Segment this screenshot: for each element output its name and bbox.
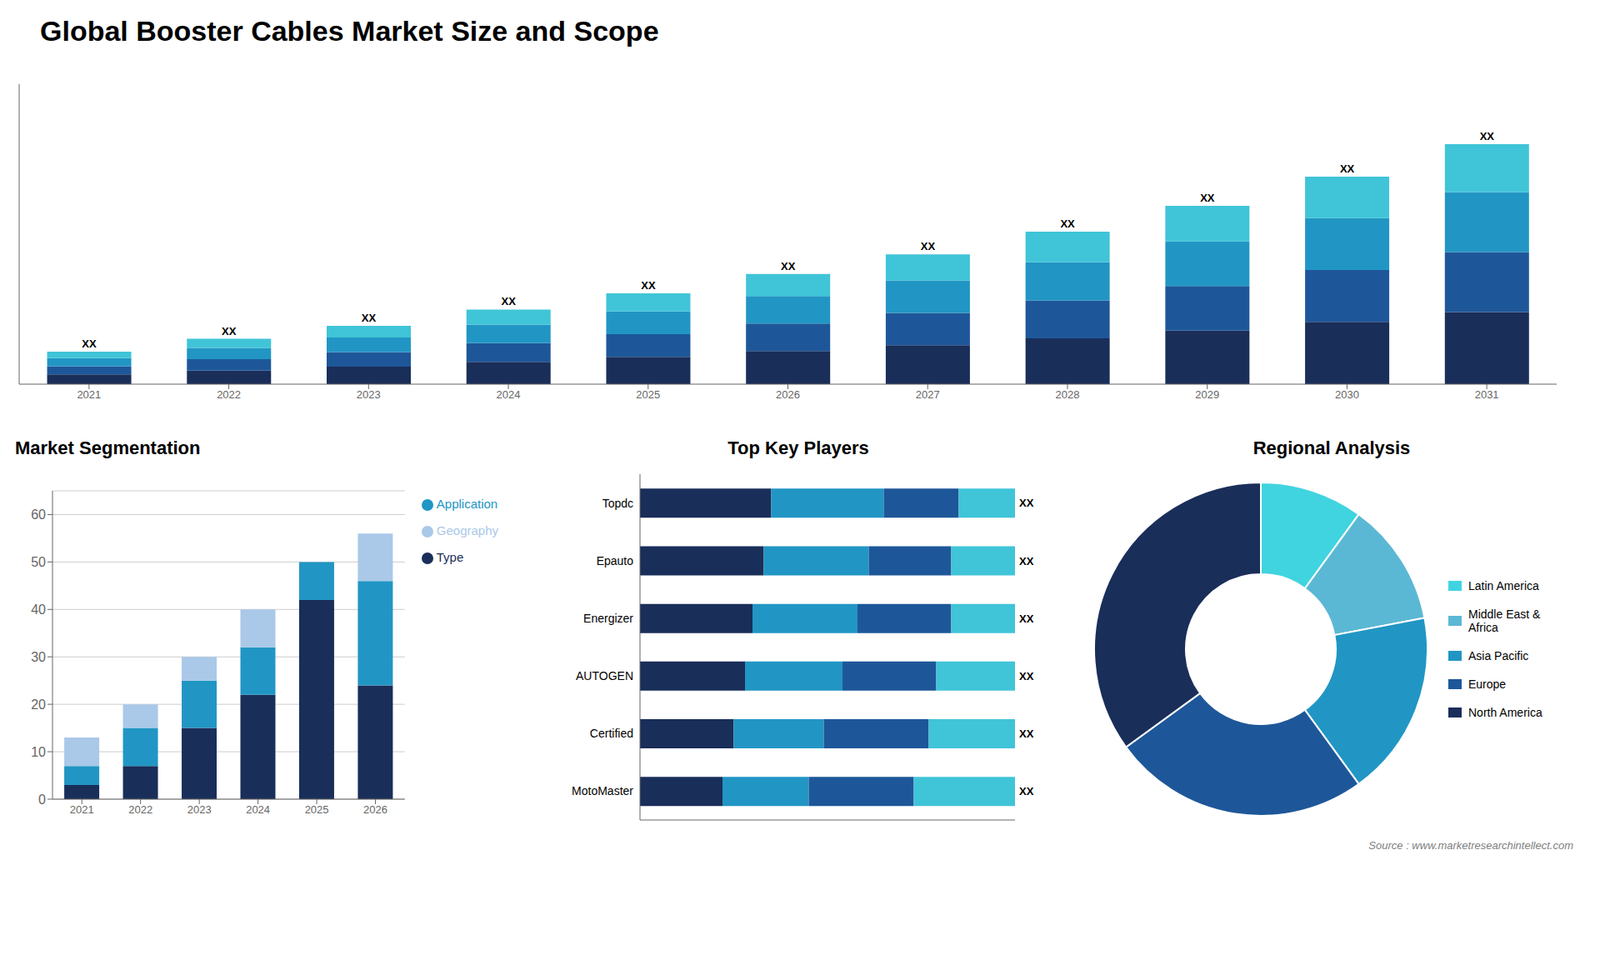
svg-text:20: 20: [30, 697, 46, 712]
html-text:Regional Analysis: Regional Analysis: [1253, 437, 1411, 459]
html-text:Source : www.marketresearchint: Source : www.marketresearchintellect.com: [1368, 839, 1574, 852]
svg-text:2023: 2023: [187, 803, 212, 816]
svg-text:XX: XX: [1060, 217, 1075, 230]
html-text:Middle East & Africa: Middle East & Africa: [1468, 607, 1541, 635]
html-text:Asia Pacific: Asia Pacific: [1468, 649, 1529, 663]
html-text:North America: North America: [1468, 705, 1543, 720]
svg-text:50: 50: [30, 555, 46, 570]
svg-text:XX: XX: [221, 325, 237, 338]
html-text:Top Key Players: Top Key Players: [727, 437, 869, 459]
svg-text:2025: 2025: [635, 388, 660, 401]
svg-text:Energizer: Energizer: [583, 611, 634, 625]
svg-text:XX: XX: [1480, 130, 1495, 143]
svg-text:Certified: Certified: [590, 726, 634, 740]
svg-text:XX: XX: [1019, 555, 1035, 568]
svg-text:2029: 2029: [1195, 388, 1220, 401]
svg-text:2028: 2028: [1055, 388, 1080, 401]
svg-text:XX: XX: [1019, 612, 1035, 625]
svg-text:XX: XX: [361, 311, 377, 325]
svg-text:2026: 2026: [775, 388, 800, 401]
svg-text:0: 0: [38, 792, 46, 807]
html-text:Global Booster Cables Market S: Global Booster Cables Market Size and Sc…: [40, 15, 659, 47]
svg-text:XX: XX: [1019, 785, 1035, 798]
svg-text:XX: XX: [81, 337, 97, 350]
html-text:Market Segmentation: Market Segmentation: [15, 437, 201, 459]
svg-text:XX: XX: [501, 295, 517, 308]
svg-text:MotoMaster: MotoMaster: [571, 784, 634, 798]
svg-text:XX: XX: [1340, 162, 1355, 175]
svg-text:Epauto: Epauto: [596, 554, 635, 568]
svg-text:2021: 2021: [76, 388, 101, 401]
svg-text:Topdc: Topdc: [602, 496, 634, 510]
svg-text:XX: XX: [780, 260, 796, 273]
svg-text:XX: XX: [640, 279, 656, 292]
svg-text:2027: 2027: [915, 388, 940, 401]
svg-text:2030: 2030: [1335, 388, 1360, 401]
svg-text:30: 30: [30, 650, 46, 665]
svg-text:2031: 2031: [1475, 388, 1500, 401]
svg-text:2022: 2022: [128, 803, 153, 816]
svg-text:XX: XX: [1019, 670, 1035, 683]
svg-text:XX: XX: [920, 240, 936, 253]
html-text:Application: Application: [436, 496, 498, 511]
svg-text:XX: XX: [1200, 191, 1215, 205]
svg-text:XX: XX: [1019, 727, 1035, 740]
svg-text:60: 60: [30, 507, 46, 522]
svg-text:40: 40: [30, 602, 46, 617]
svg-text:2024: 2024: [496, 388, 521, 401]
svg-text:10: 10: [30, 745, 46, 760]
svg-text:AUTOGEN: AUTOGEN: [575, 669, 634, 683]
svg-text:XX: XX: [1019, 496, 1035, 510]
html-text:Europe: Europe: [1468, 677, 1506, 691]
svg-text:2022: 2022: [216, 388, 241, 401]
svg-text:2024: 2024: [245, 803, 270, 816]
html-text:Type: Type: [436, 550, 464, 565]
html-text:Geography: Geography: [436, 523, 499, 538]
svg-text:2023: 2023: [356, 388, 381, 401]
html-text:Latin America: Latin America: [1468, 579, 1539, 593]
svg-text:2021: 2021: [70, 803, 95, 816]
svg-text:2026: 2026: [363, 803, 388, 816]
svg-text:2025: 2025: [305, 803, 330, 816]
